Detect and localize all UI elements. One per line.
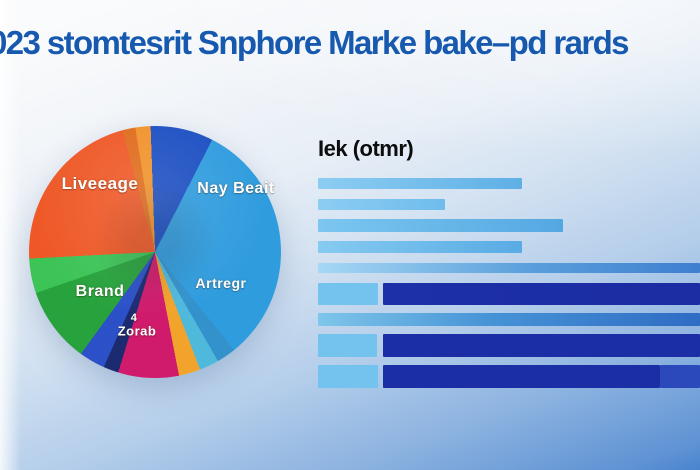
pie-chart-container: Liveeage Nay Beait Artregr Brand 4 Zorab xyxy=(29,126,281,378)
bar xyxy=(318,313,700,326)
bar xyxy=(318,241,522,253)
bar-segment xyxy=(318,241,522,253)
page-title: 023 stomtesrit Snphore Marke bake–pd rar… xyxy=(0,24,630,61)
bar-segment xyxy=(318,263,700,273)
bar xyxy=(318,263,700,273)
bar-segment xyxy=(318,178,522,189)
bar xyxy=(318,365,700,388)
bar-segment xyxy=(318,365,378,388)
bar-segment xyxy=(660,365,700,388)
bar xyxy=(318,283,700,305)
bar-segment xyxy=(318,334,377,357)
bar xyxy=(318,334,700,357)
pie-slice-label: Liveeage xyxy=(61,174,139,193)
pie-slice-label: 4 xyxy=(130,312,138,324)
bar-segment xyxy=(318,219,563,232)
bar-segment xyxy=(318,313,700,326)
bar xyxy=(318,219,563,232)
pie-slice-label: Artregr xyxy=(195,275,247,291)
pie-slice-label: Zorab xyxy=(117,323,157,339)
pie-slice-label: Nay Beait xyxy=(197,180,275,197)
bar-chart-heading: Iek (otmr) xyxy=(318,136,414,161)
bar-chart xyxy=(318,0,700,470)
bar xyxy=(318,178,522,189)
bar-segment xyxy=(383,334,700,357)
bar-segment xyxy=(383,365,660,388)
pie-slice-label: Brand xyxy=(75,283,125,300)
bar-segment xyxy=(318,283,378,305)
bar xyxy=(318,199,445,210)
bar-segment xyxy=(383,283,700,305)
pie-chart xyxy=(29,126,281,378)
bar-segment xyxy=(318,199,445,210)
